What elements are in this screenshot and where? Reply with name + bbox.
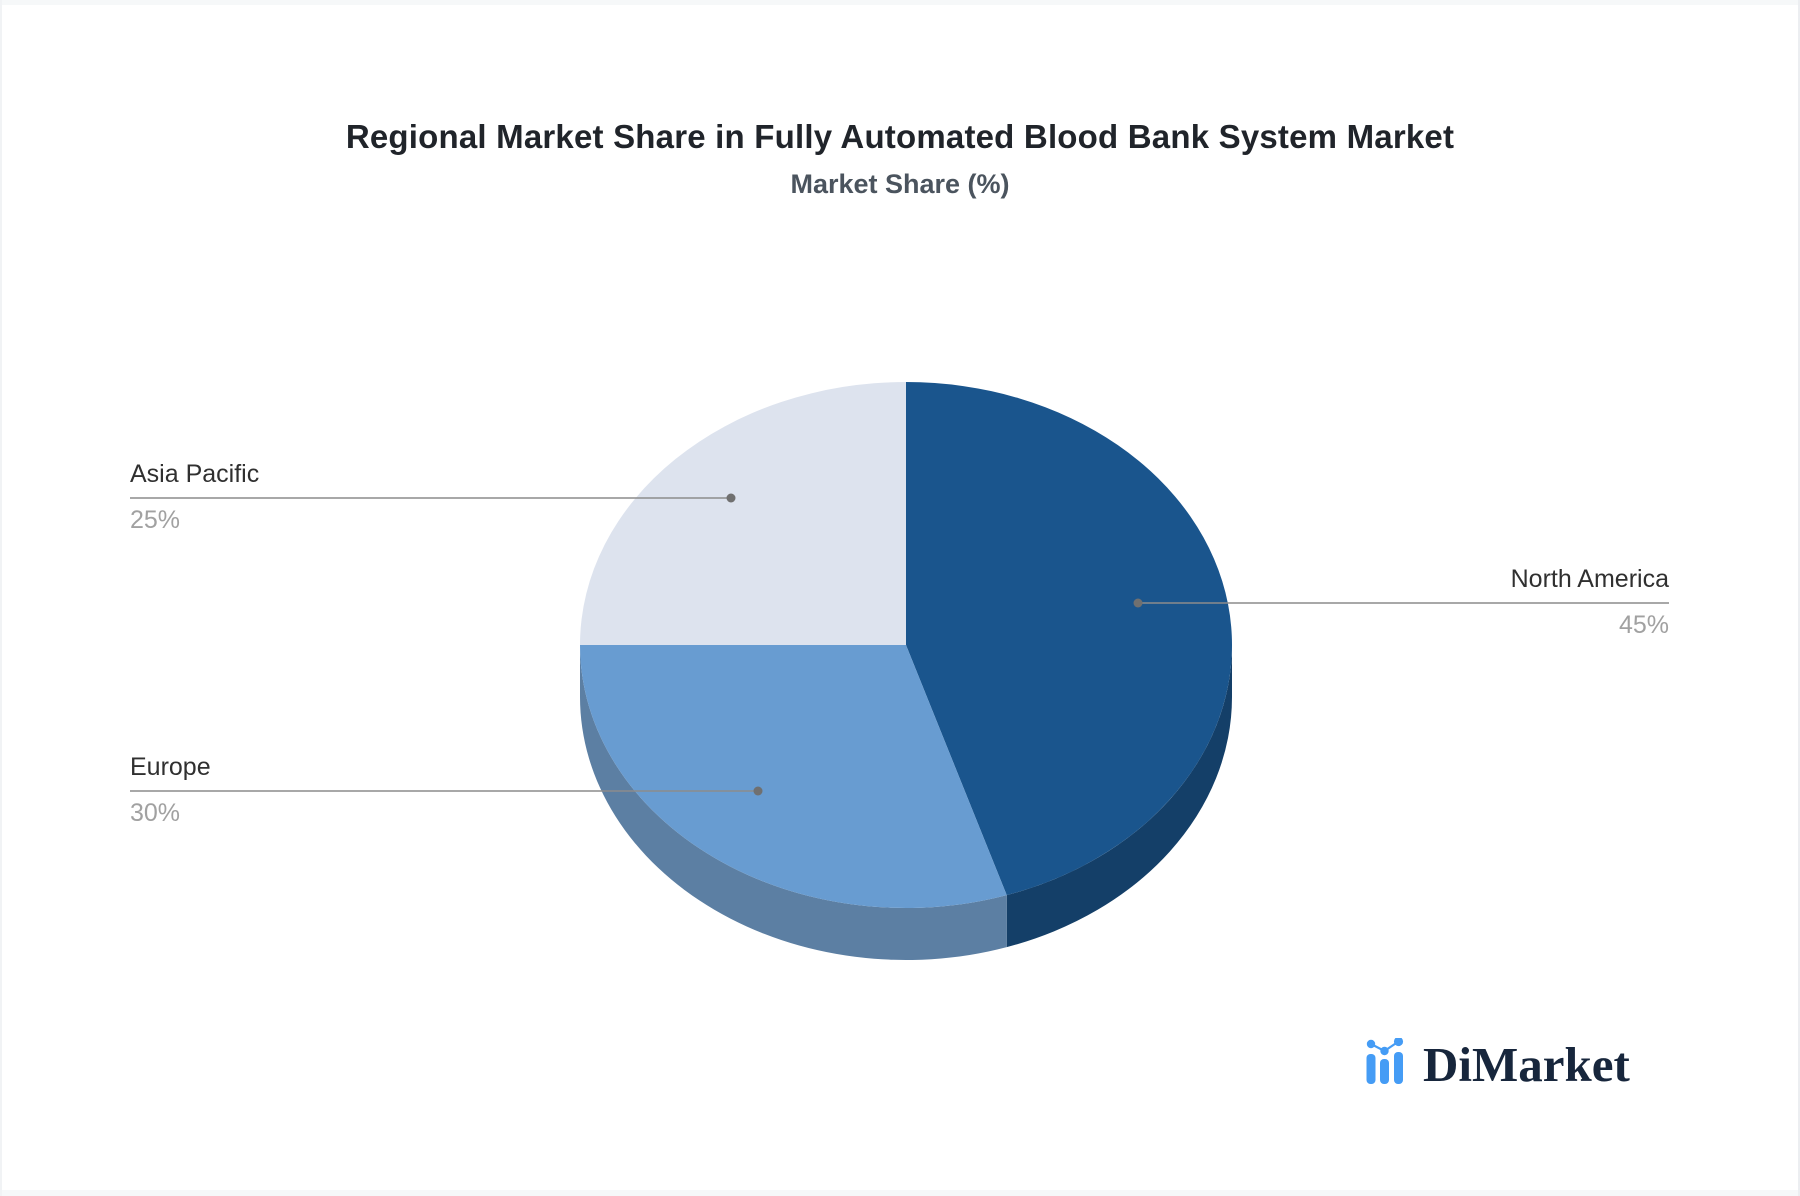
slice-label-europe: Europe	[130, 753, 211, 781]
bar-chart-logo-icon	[1366, 1038, 1404, 1084]
slice-label-asia-pacific: Asia Pacific	[130, 460, 260, 488]
callout-layer	[130, 493, 1669, 796]
callout-dot-asia-pacific	[726, 493, 736, 503]
pie-slice-side-europe	[580, 645, 1007, 960]
dimarket-logo: DiMarket	[1366, 1038, 1630, 1089]
slice-value-asia-pacific: 25%	[130, 506, 181, 534]
page-edge-bottom	[0, 1190, 1800, 1196]
chart-subtitle: Market Share (%)	[790, 169, 1010, 199]
page-edge-top	[0, 0, 1800, 5]
pie-slice-north-america	[906, 382, 1232, 896]
slice-value-europe: 30%	[130, 799, 181, 827]
logo-text: DiMarket	[1423, 1037, 1630, 1092]
callout-dot-north-america	[1133, 598, 1143, 608]
callout-dot-europe	[753, 786, 763, 796]
chart-title: Regional Market Share in Fully Automated…	[345, 118, 1455, 155]
pie-slice-europe	[580, 645, 1007, 908]
slice-value-north-america: 45%	[1618, 611, 1669, 639]
slice-label-north-america: North America	[1510, 565, 1669, 593]
pie-slice-side-north-america	[1006, 645, 1232, 948]
pie-layer	[580, 382, 1232, 960]
page-edge-right	[1798, 0, 1800, 1196]
pie-slice-asia-pacific	[580, 382, 906, 645]
page-edge-left	[0, 0, 2, 1196]
